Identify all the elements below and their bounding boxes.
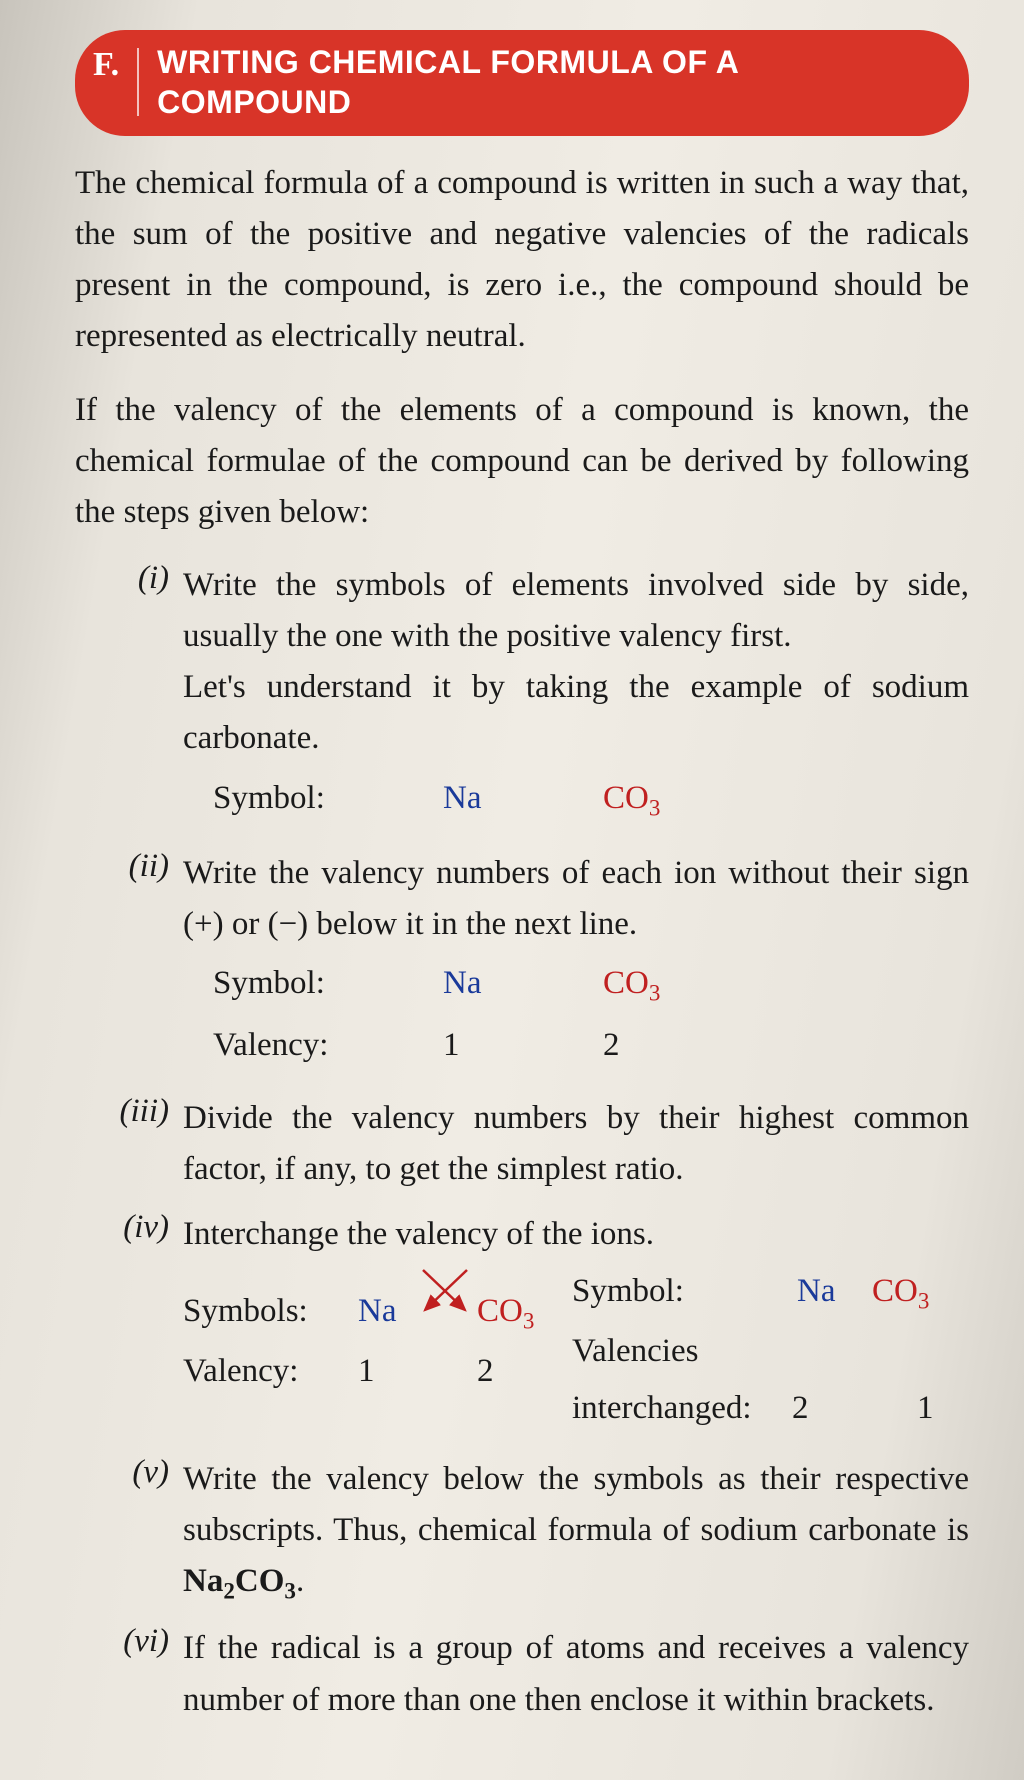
symbol-label: Symbol:	[213, 773, 363, 824]
step-ii: (ii) Write the valency numbers of each i…	[97, 848, 969, 1079]
inter-label-1: Valencies	[572, 1326, 727, 1377]
na-symbol: Na	[443, 958, 523, 1009]
symbol-label: Symbol:	[572, 1266, 727, 1317]
valency-label: Valency:	[213, 1020, 363, 1071]
step-body: Write the valency below the symbols as t…	[183, 1454, 969, 1610]
step-number: (vi)	[97, 1623, 169, 1725]
step-number: (ii)	[97, 848, 169, 1079]
steps-list: (i) Write the symbols of elements involv…	[75, 560, 969, 1726]
valency-row: Valency: 1 2	[183, 1020, 969, 1071]
co3-symbol: CO3	[872, 1266, 937, 1319]
step-i-text2: Let's understand it by taking the exampl…	[183, 669, 969, 756]
step-vi: (vi) If the radical is a group of atoms …	[97, 1623, 969, 1725]
step-number: (v)	[97, 1454, 169, 1610]
interchange-diagram: Symbols: Na CO3	[183, 1266, 972, 1440]
symbol-row: Symbol: Na CO3	[183, 773, 969, 826]
step-iii: (iii) Divide the valency numbers by thei…	[97, 1093, 969, 1195]
valency-2: 2	[603, 1020, 683, 1071]
step-body: Write the valency numbers of each ion wi…	[183, 848, 969, 1079]
step-number: (iv)	[97, 1209, 169, 1440]
section-letter: F.	[93, 42, 119, 82]
step-body: Write the symbols of elements involved s…	[183, 560, 969, 834]
step-iv: (iv) Interchange the valency of the ions…	[97, 1209, 969, 1440]
header-divider	[137, 48, 139, 116]
intro-paragraph-2: If the valency of the elements of a comp…	[75, 385, 969, 538]
step-number: (iii)	[97, 1093, 169, 1195]
step-ii-text: Write the valency numbers of each ion wi…	[183, 855, 969, 942]
step-body: If the radical is a group of atoms and r…	[183, 1623, 969, 1725]
step-body: Interchange the valency of the ions. Sym…	[183, 1209, 972, 1440]
symbol-label: Symbol:	[213, 958, 363, 1009]
step-i: (i) Write the symbols of elements involv…	[97, 560, 969, 834]
step-iv-text: Interchange the valency of the ions.	[183, 1216, 654, 1252]
section-title: WRITING CHEMICAL FORMULA OF A COMPOUND	[157, 42, 939, 122]
symbol-row: Symbol: Na CO3	[183, 958, 969, 1011]
textbook-page: F. WRITING CHEMICAL FORMULA OF A COMPOUN…	[0, 0, 1024, 1780]
step-body: Divide the valency numbers by their high…	[183, 1093, 969, 1195]
section-header: F. WRITING CHEMICAL FORMULA OF A COMPOUN…	[75, 30, 969, 136]
valency-label: Valency:	[183, 1346, 338, 1397]
na-symbol: Na	[358, 1286, 413, 1337]
co3-symbol: CO3	[477, 1286, 542, 1339]
valency-2: 1	[917, 1383, 972, 1434]
valency-1: 2	[792, 1383, 847, 1434]
na-symbol: Na	[443, 773, 523, 824]
na-symbol: Na	[797, 1266, 852, 1317]
valency-1: 1	[443, 1020, 523, 1071]
step-v-text: Write the valency below the symbols as t…	[183, 1461, 969, 1548]
interchange-left: Symbols: Na CO3	[183, 1266, 542, 1440]
inter-label-2: interchanged:	[572, 1383, 772, 1434]
co3-symbol: CO3	[603, 958, 683, 1011]
co3-symbol: CO3	[603, 773, 683, 826]
step-number: (i)	[97, 560, 169, 834]
formula-na2co3: Na2CO3	[183, 1563, 296, 1599]
cross-arrows-icon	[415, 1264, 475, 1319]
symbols-label: Symbols:	[183, 1286, 338, 1337]
step-v: (v) Write the valency below the symbols …	[97, 1454, 969, 1610]
interchange-right: Symbol: Na CO3 Valencies interchanged: 2	[572, 1266, 972, 1440]
intro-paragraph-1: The chemical formula of a compound is wr…	[75, 158, 969, 363]
valency-1: 1	[358, 1346, 413, 1397]
step-i-text1: Write the symbols of elements involved s…	[183, 567, 969, 654]
valency-2: 2	[477, 1346, 532, 1397]
